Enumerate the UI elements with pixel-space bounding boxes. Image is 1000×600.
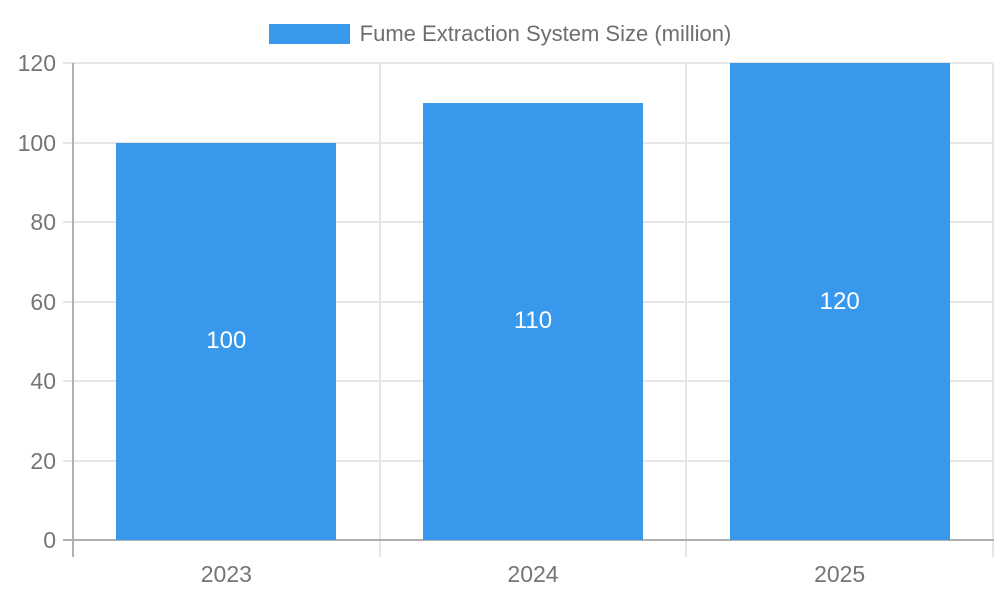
y-axis-tick-label: 40 [30,368,56,394]
y-axis-tick-label: 60 [30,288,56,315]
bar [116,142,337,540]
y-axis-tick-label: 120 [17,50,56,76]
y-axis-tick-label: 80 [30,209,56,235]
y-gridline [63,62,993,64]
x-axis-label: 2025 [814,561,866,587]
chart-legend: Fume Extraction System Size (million) [0,21,1000,47]
x-axis-line [63,539,994,541]
bar-value-label: 100 [206,327,247,355]
bar-value-label: 120 [819,287,860,315]
legend-swatch [268,24,350,44]
y-axis-tick-label: 0 [43,527,56,553]
bar [729,63,950,540]
x-gridline [685,63,688,557]
x-gridline [992,63,994,557]
bar-value-label: 110 [513,307,553,335]
y-axis-tick-label: 100 [17,129,56,156]
x-gridline [378,63,381,557]
legend-label: Fume Extraction System Size (million) [359,21,732,46]
x-axis-label: 2023 [200,561,252,587]
x-axis-label: 2024 [507,561,559,587]
y-axis-line [72,63,74,557]
y-axis-tick-label: 20 [30,447,56,474]
bar [423,102,643,540]
